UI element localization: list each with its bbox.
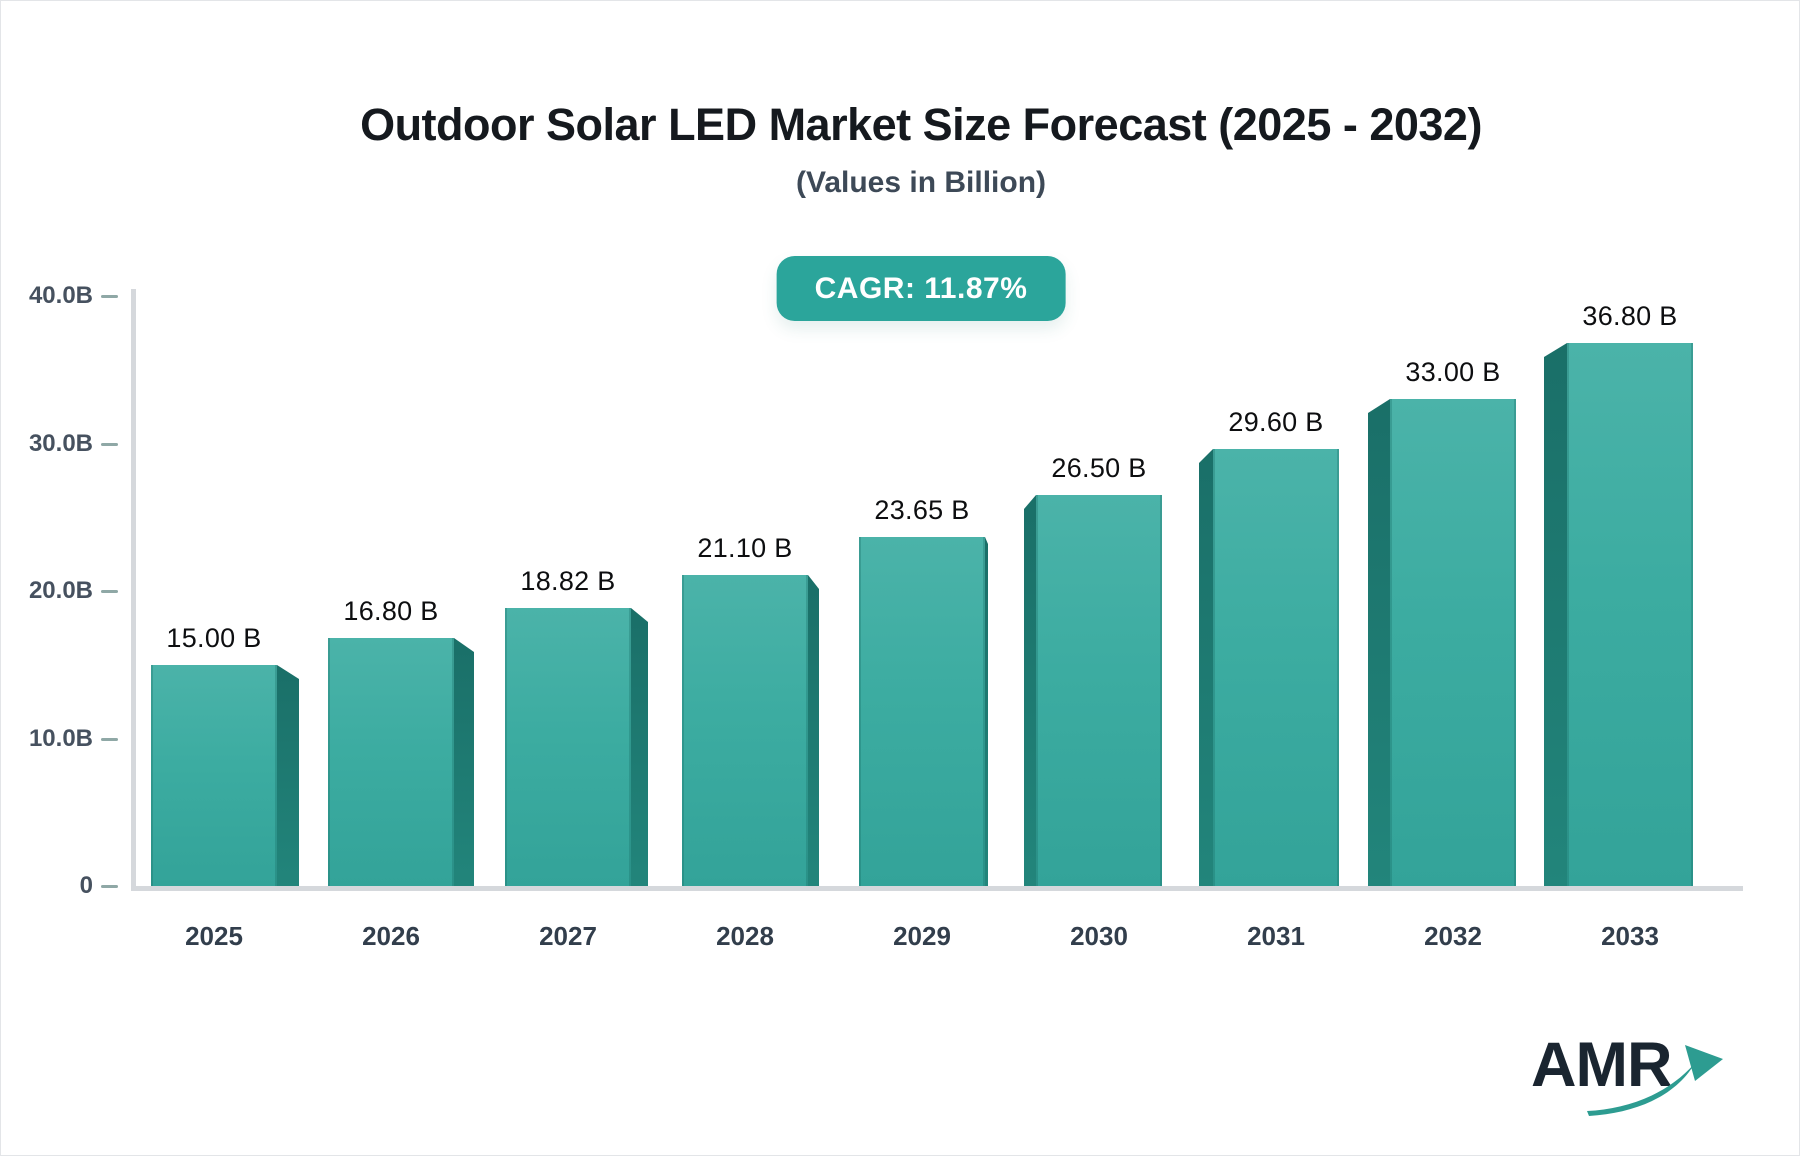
bar-value-label-2030: 26.50 B xyxy=(1051,453,1147,483)
x-axis-label-2032: 2032 xyxy=(1424,921,1482,951)
bar-2026 xyxy=(328,638,454,886)
y-axis-tick xyxy=(101,295,118,298)
x-axis-label-2028: 2028 xyxy=(716,921,774,951)
x-axis-label-2033: 2033 xyxy=(1601,921,1659,951)
chart-title: Outdoor Solar LED Market Size Forecast (… xyxy=(360,99,1482,150)
bar-2031 xyxy=(1213,449,1339,886)
bar-value-label-2028: 21.10 B xyxy=(697,533,793,563)
y-axis-label-30.0B: 30.0B xyxy=(28,429,93,457)
x-axis-label-2031: 2031 xyxy=(1247,921,1305,951)
y-axis-tick xyxy=(101,737,118,741)
cagr-badge: CAGR: 11.87% xyxy=(776,256,1066,321)
x-axis-label-2027: 2027 xyxy=(539,921,597,951)
bar-2030 xyxy=(1036,495,1162,886)
bar-2033 xyxy=(1567,343,1693,886)
y-axis-label-10.0B: 10.0B xyxy=(28,724,93,752)
bar-side-2030 xyxy=(1024,495,1036,886)
bar-side-2025 xyxy=(277,665,299,886)
brand-logo-text: AMR xyxy=(1531,1030,1672,1100)
y-axis-tick xyxy=(101,885,118,888)
y-axis-tick xyxy=(101,590,118,593)
growth-arrow-icon xyxy=(1587,1045,1723,1116)
bar-value-label-2033: 36.80 B xyxy=(1582,301,1678,331)
x-axis-label-2025: 2025 xyxy=(185,921,243,951)
bar-side-2031 xyxy=(1199,449,1213,886)
bar-2027 xyxy=(505,608,631,886)
y-axis-label-40.0B: 40.0B xyxy=(28,282,93,309)
x-axis-label-2029: 2029 xyxy=(893,921,951,951)
y-axis-line xyxy=(131,289,136,891)
bar-value-label-2032: 33.00 B xyxy=(1405,357,1501,387)
bar-side-2028 xyxy=(808,575,819,886)
bar-value-label-2025: 15.00 B xyxy=(166,623,262,653)
bar-value-label-2027: 18.82 B xyxy=(520,566,616,596)
chart-subtitle: (Values in Billion) xyxy=(795,166,1047,199)
x-axis-baseline xyxy=(131,886,1743,891)
bar-2028 xyxy=(682,575,808,886)
y-axis-label-20.0B: 20.0B xyxy=(28,577,93,604)
bar-side-2029 xyxy=(985,537,988,886)
bar-2025 xyxy=(151,665,277,886)
bar-2029 xyxy=(859,537,985,886)
bar-2032 xyxy=(1390,399,1516,886)
x-axis-label-2026: 2026 xyxy=(362,921,420,951)
y-axis-tick xyxy=(101,442,118,446)
bar-side-2033 xyxy=(1544,343,1567,886)
bar-value-label-2026: 16.80 B xyxy=(343,596,439,626)
bar-side-2032 xyxy=(1368,399,1390,886)
y-axis-label-0: 0 xyxy=(79,872,93,899)
bar-side-2026 xyxy=(454,638,474,886)
bar-value-label-2029: 23.65 B xyxy=(874,495,970,525)
brand-logo: AMR xyxy=(1531,1029,1731,1119)
bar-value-label-2031: 29.60 B xyxy=(1228,407,1324,437)
bar-side-2027 xyxy=(631,608,648,886)
x-axis-label-2030: 2030 xyxy=(1070,921,1128,951)
